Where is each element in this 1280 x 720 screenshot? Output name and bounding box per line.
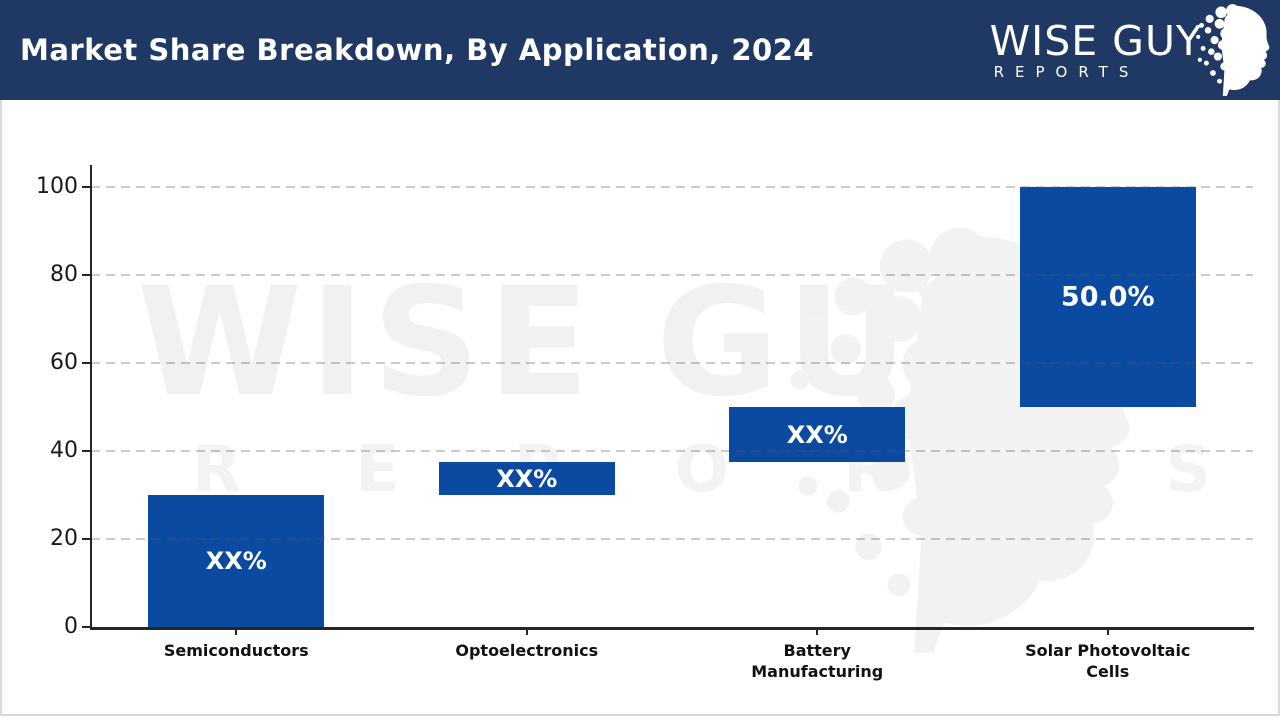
bar-value-label: XX% bbox=[205, 547, 267, 575]
header-bar: Market Share Breakdown, By Application, … bbox=[0, 0, 1280, 100]
x-tick bbox=[1106, 628, 1109, 635]
x-tick bbox=[816, 628, 819, 635]
bar-segment bbox=[148, 495, 325, 627]
x-category-label: Solar Photovoltaic Cells bbox=[1025, 641, 1191, 681]
grid-line bbox=[91, 186, 1253, 188]
x-category-label: Semiconductors bbox=[163, 641, 309, 660]
x-tick bbox=[525, 628, 528, 635]
brand-logo: WISE GUY REPORTS bbox=[990, 0, 1272, 100]
y-tick bbox=[82, 274, 90, 276]
bar-value-label: 50.0% bbox=[1060, 281, 1155, 313]
brand-logo-text: WISE GUY REPORTS bbox=[989, 16, 1202, 81]
y-tick bbox=[82, 186, 90, 188]
grid-line bbox=[91, 450, 1253, 452]
y-tick bbox=[82, 626, 90, 628]
y-tick bbox=[82, 450, 90, 452]
brand-tagline: REPORTS bbox=[993, 62, 1140, 81]
y-tick-label: 80 bbox=[50, 262, 78, 287]
x-category-label: Optoelectronics bbox=[455, 641, 599, 660]
y-tick-label: 100 bbox=[36, 174, 78, 199]
grid-line bbox=[91, 362, 1253, 364]
y-tick-label: 40 bbox=[50, 438, 78, 463]
bar-segment bbox=[729, 407, 906, 462]
y-tick bbox=[82, 362, 90, 364]
y-tick-label: 20 bbox=[50, 526, 78, 551]
bar-segment bbox=[1019, 187, 1196, 407]
bar-value-label: XX% bbox=[496, 464, 558, 493]
y-tick bbox=[82, 538, 90, 540]
page-title: Market Share Breakdown, By Application, … bbox=[20, 33, 815, 67]
brand-name: WISE GUY bbox=[989, 16, 1202, 65]
grid-line bbox=[91, 274, 1253, 276]
x-tick bbox=[235, 628, 238, 635]
chart-card: WISE GUY R E P O R T S XX% Semiconductors… bbox=[0, 100, 1280, 716]
y-tick-label: 60 bbox=[50, 350, 78, 375]
bar-segment bbox=[438, 462, 615, 495]
grid-line bbox=[91, 538, 1253, 540]
x-category-label: Battery Manufacturing bbox=[751, 641, 884, 681]
y-axis-line bbox=[90, 165, 92, 629]
bar-value-label: XX% bbox=[786, 420, 848, 449]
x-axis-line bbox=[90, 627, 1254, 630]
y-tick-label: 0 bbox=[64, 614, 78, 639]
